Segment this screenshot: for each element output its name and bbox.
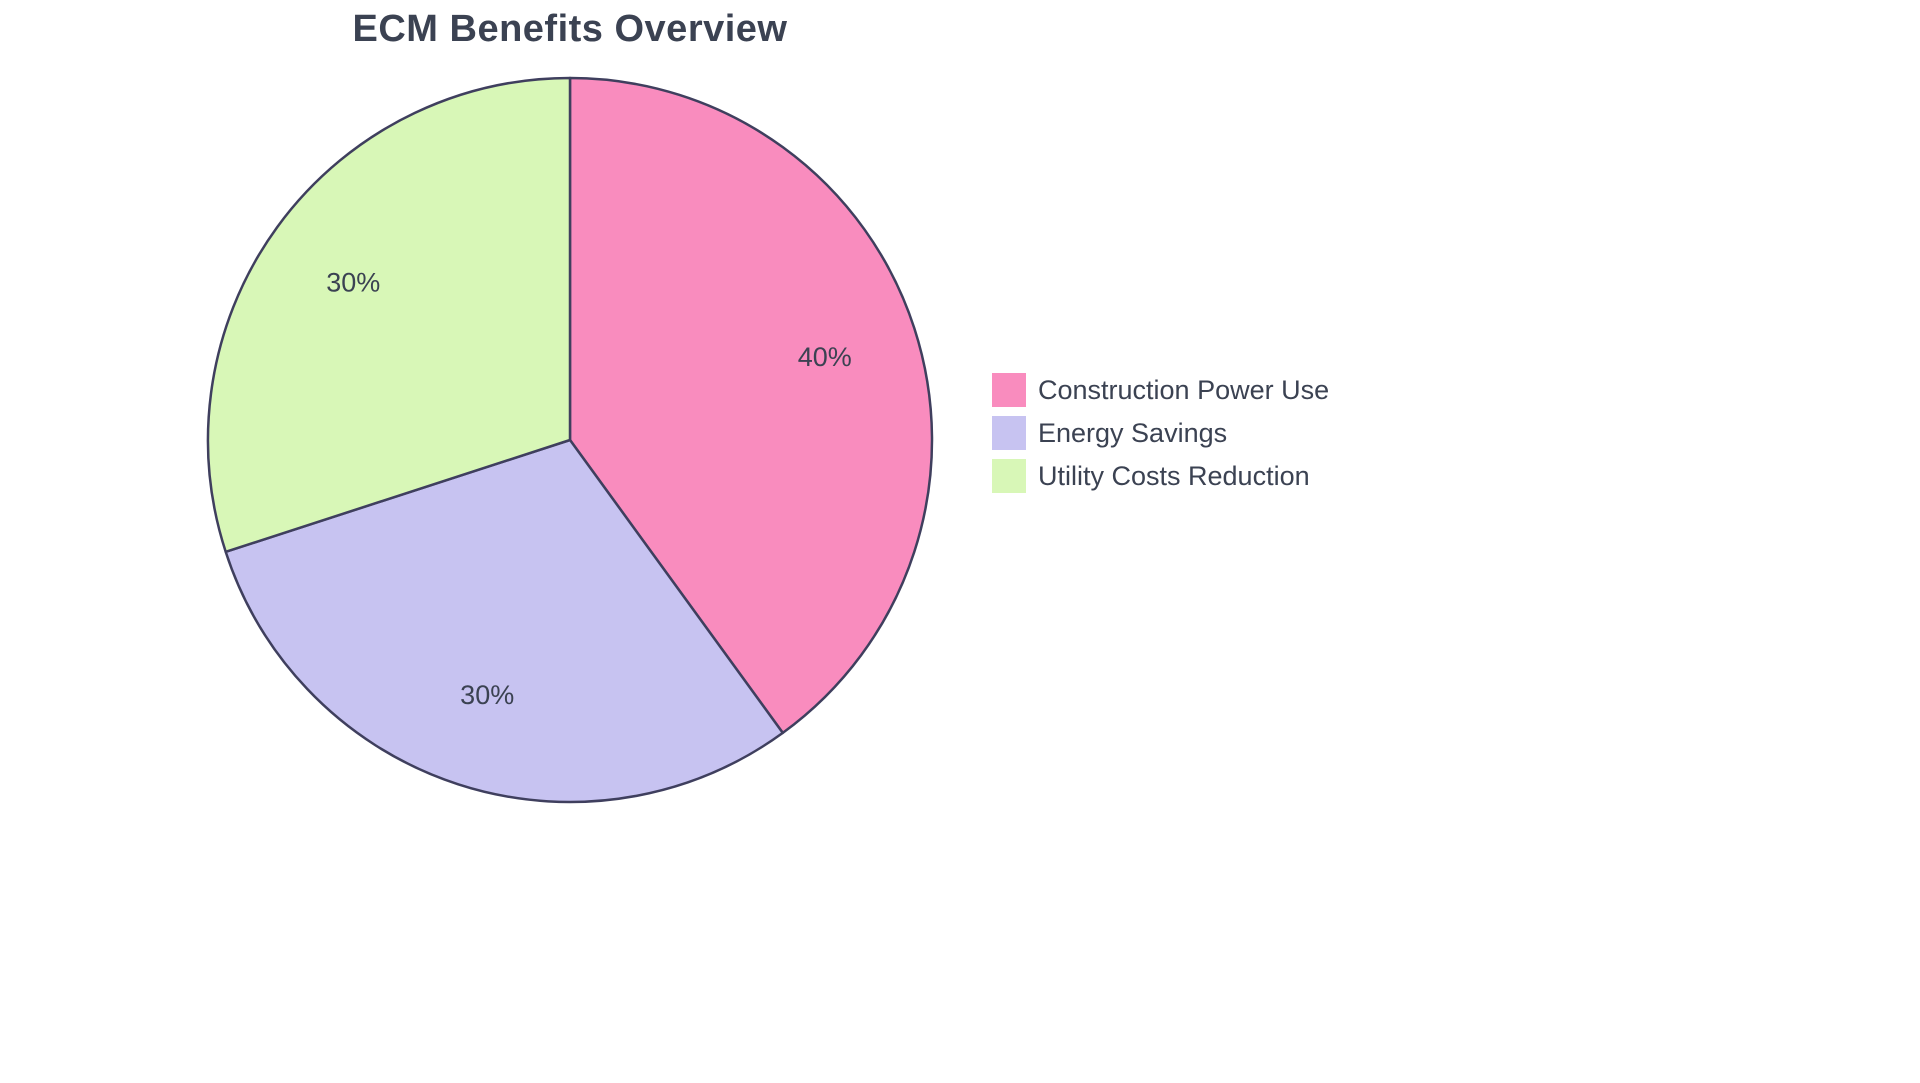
legend-item-utility-costs-reduction: Utility Costs Reduction (992, 459, 1329, 493)
pie-chart: 40% 30% 30% (206, 76, 934, 804)
chart-title: ECM Benefits Overview (352, 8, 788, 50)
legend-swatch-energy-savings (992, 416, 1026, 450)
pie-slice-2 (206, 76, 572, 554)
pie-slice-label-2: 30% (326, 268, 380, 298)
legend-swatch-utility-costs-reduction (992, 459, 1026, 493)
legend-swatch-construction-power-use (992, 373, 1026, 407)
pie-slice-label-0: 40% (798, 342, 852, 372)
legend-item-construction-power-use: Construction Power Use (992, 373, 1329, 407)
legend: Construction Power Use Energy Savings Ut… (992, 373, 1329, 493)
pie-slice-0 (568, 76, 934, 735)
legend-label-construction-power-use: Construction Power Use (1038, 374, 1330, 405)
legend-label-utility-costs-reduction: Utility Costs Reduction (1038, 460, 1310, 491)
legend-item-energy-savings: Energy Savings (992, 416, 1329, 450)
legend-label-energy-savings: Energy Savings (1038, 417, 1228, 448)
pie-slice-1 (224, 438, 785, 804)
pie-slice-label-1: 30% (460, 680, 514, 710)
